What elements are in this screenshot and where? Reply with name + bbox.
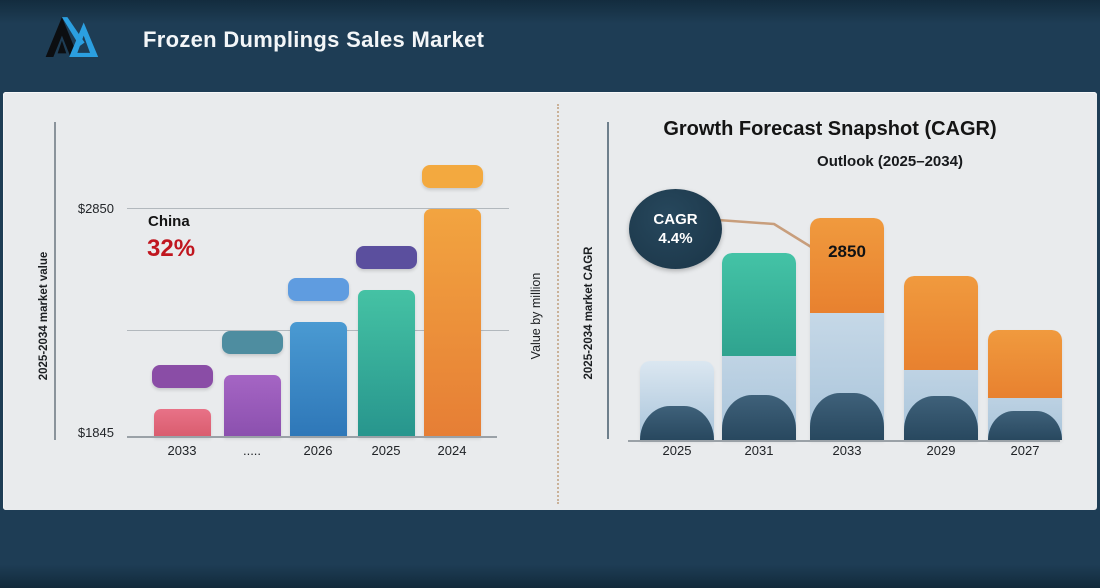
right-x-axis-line <box>628 440 1060 442</box>
left-gridline-mid <box>127 330 509 331</box>
left-y-axis-line <box>54 122 56 440</box>
header: Frozen Dumplings Sales Market <box>0 0 1100 92</box>
left-x-axis-line <box>127 436 497 438</box>
right-y-axis-label: 2025-2034 market CAGR <box>583 246 595 380</box>
left-secondary-axis-label: Value by million <box>529 272 543 360</box>
cagr-badge: CAGR 4.4% <box>629 189 722 269</box>
cagr-badge-label: CAGR <box>653 210 698 228</box>
panel-divider <box>557 104 559 504</box>
right-chart-title: Growth Forecast Snapshot (CAGR) <box>663 118 997 140</box>
left-y-tick-top: $2850 <box>77 201 114 216</box>
page-title: Frozen Dumplings Sales Market <box>143 27 485 52</box>
footer: @ All Market Analysis Snapshot GlobalFro… <box>0 510 1100 588</box>
left-gridline-2850 <box>127 208 509 209</box>
right-y-axis-line <box>607 122 609 439</box>
left-y-axis-label: 2025-2034 market value <box>38 251 50 381</box>
ama-logo-icon <box>45 17 99 57</box>
cagr-badge-value: 4.4% <box>658 230 693 247</box>
left-chart-region-label: China <box>148 213 190 230</box>
cagr-connector-line <box>717 218 817 252</box>
left-chart-region-value: 32% <box>147 235 196 262</box>
right-chart-subtitle: Outlook (2025–2034) <box>817 153 963 170</box>
left-y-tick-bottom: $1845 <box>77 425 114 440</box>
left-chart-panel: China 32% <box>0 92 557 510</box>
